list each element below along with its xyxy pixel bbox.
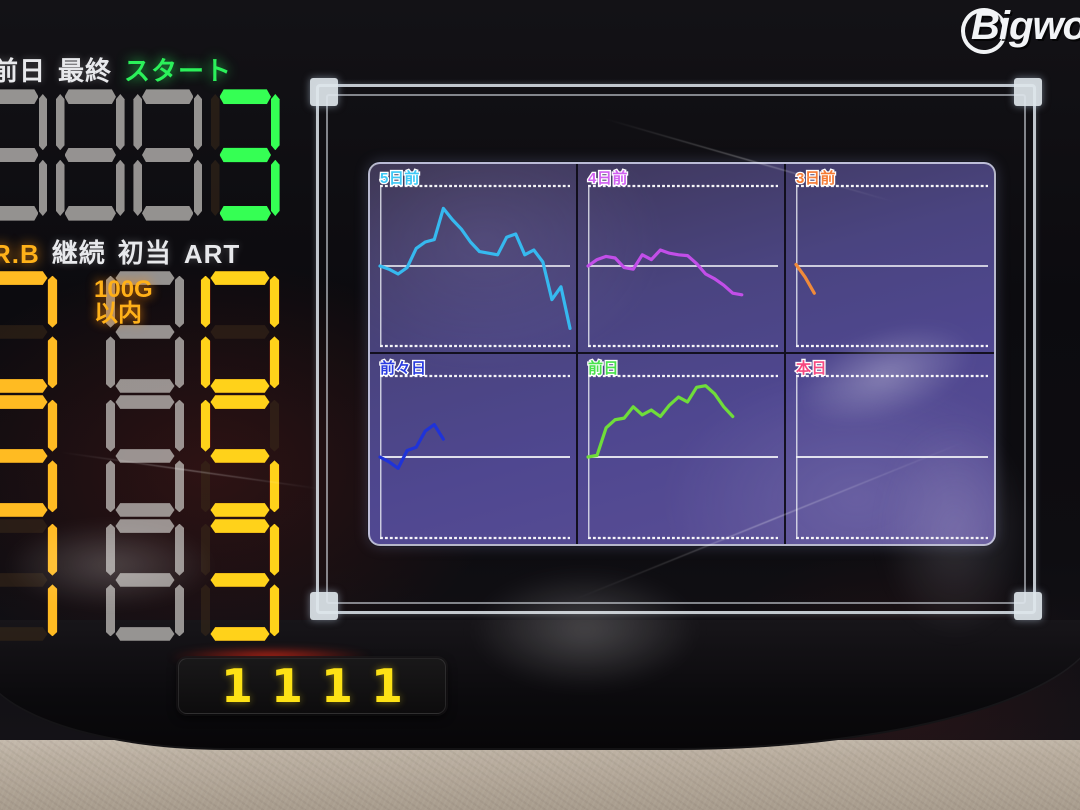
frame-inner-border: [326, 94, 1026, 604]
chart-cell[interactable]: 5日前: [370, 164, 578, 354]
chart-title: 本日: [795, 359, 828, 379]
start-label-row: 前日 最終 スタート: [0, 46, 284, 88]
label-shoto: 初当: [117, 238, 172, 268]
chart-title: 3日前: [795, 169, 837, 189]
chart-cell[interactable]: 本日: [786, 354, 994, 544]
brand-logo: Bigwo: [953, 3, 1080, 59]
plate-digit: 1: [270, 659, 303, 713]
plate-digit: 1: [220, 659, 253, 713]
seven-segment-digit: [199, 518, 281, 642]
frame-corner-bottom-left: [310, 592, 338, 620]
chart-cell[interactable]: 前日: [578, 354, 786, 544]
counter-digit-row: [0, 394, 284, 518]
chart-series-line: [588, 386, 733, 457]
label-zenjitsu: 前日: [0, 56, 47, 86]
chart-cell[interactable]: 3日前: [786, 164, 994, 354]
led-counter-panel: 前日 最終 スタート R.B 継続 初当 ART 100G 以内: [0, 46, 284, 646]
frame-outer-border: [316, 84, 1036, 614]
badge-100g-line1: 100G: [94, 276, 153, 303]
frame-corner-top-left: [310, 78, 338, 106]
chart-plot-area: [380, 374, 570, 540]
chart-plot-area: [796, 374, 988, 540]
label-saishu: 最終: [58, 56, 113, 86]
seven-segment-digit: [55, 88, 127, 222]
start-seven-segment-group: [0, 88, 284, 222]
seven-segment-digit: [0, 88, 49, 222]
seven-segment-digit: [0, 394, 59, 518]
seven-segment-digit: [199, 270, 281, 394]
chart-title: 前々日: [379, 359, 428, 379]
chart-series-line: [796, 264, 814, 293]
plate-digit: 1: [321, 659, 354, 713]
brand-name: Bigwo: [971, 4, 1080, 48]
chart-title: 5日前: [379, 169, 421, 189]
badge-100g-line2: 以内: [94, 300, 142, 328]
seven-segment-digit: [210, 88, 282, 222]
graph-display-frame: 5日前 4日前 3日前前々日 前日 本日: [310, 78, 1042, 620]
label-rb: R.B: [0, 239, 40, 269]
counter-digit-row: [0, 270, 284, 394]
chart-plot-area: [588, 184, 778, 348]
seven-segment-digit: [199, 394, 281, 518]
chart-grid: 5日前 4日前 3日前前々日 前日 本日: [370, 164, 994, 544]
chart-series-line: [588, 250, 742, 295]
column-label-row: R.B 継続 初当 ART: [0, 228, 284, 270]
seven-segment-digit: [0, 270, 59, 394]
counter-digit-row: [0, 518, 284, 642]
seven-segment-digit: [132, 88, 204, 222]
frame-corner-bottom-right: [1014, 592, 1042, 620]
start-digits-row: [0, 88, 284, 222]
chart-series-line: [380, 208, 570, 328]
chart-plot-area: [380, 184, 570, 348]
label-keizoku: 継続: [51, 238, 106, 268]
chart-plot-area: [588, 374, 778, 540]
chart-series-line: [380, 425, 443, 469]
chart-title: 前日: [587, 359, 620, 379]
chart-cell[interactable]: 4日前: [578, 164, 786, 354]
chart-cell[interactable]: 前々日: [370, 354, 578, 544]
label-start: スタート: [124, 56, 233, 86]
seven-segment-digit: [0, 518, 59, 642]
plate-digit: 1: [371, 659, 404, 713]
chart-plot-area: [796, 184, 988, 348]
counter-digit-grid: 100G 以内: [0, 270, 284, 642]
label-art: ART: [183, 239, 241, 269]
seven-segment-digit: [104, 270, 186, 394]
badge-100g: 100G 以内: [94, 276, 153, 328]
lcd-screen: 5日前 4日前 3日前前々日 前日 本日: [368, 162, 996, 546]
seven-segment-digit: [104, 518, 186, 642]
chart-title: 4日前: [587, 169, 629, 189]
seven-segment-digit: [104, 394, 186, 518]
frame-corner-top-right: [1014, 78, 1042, 106]
